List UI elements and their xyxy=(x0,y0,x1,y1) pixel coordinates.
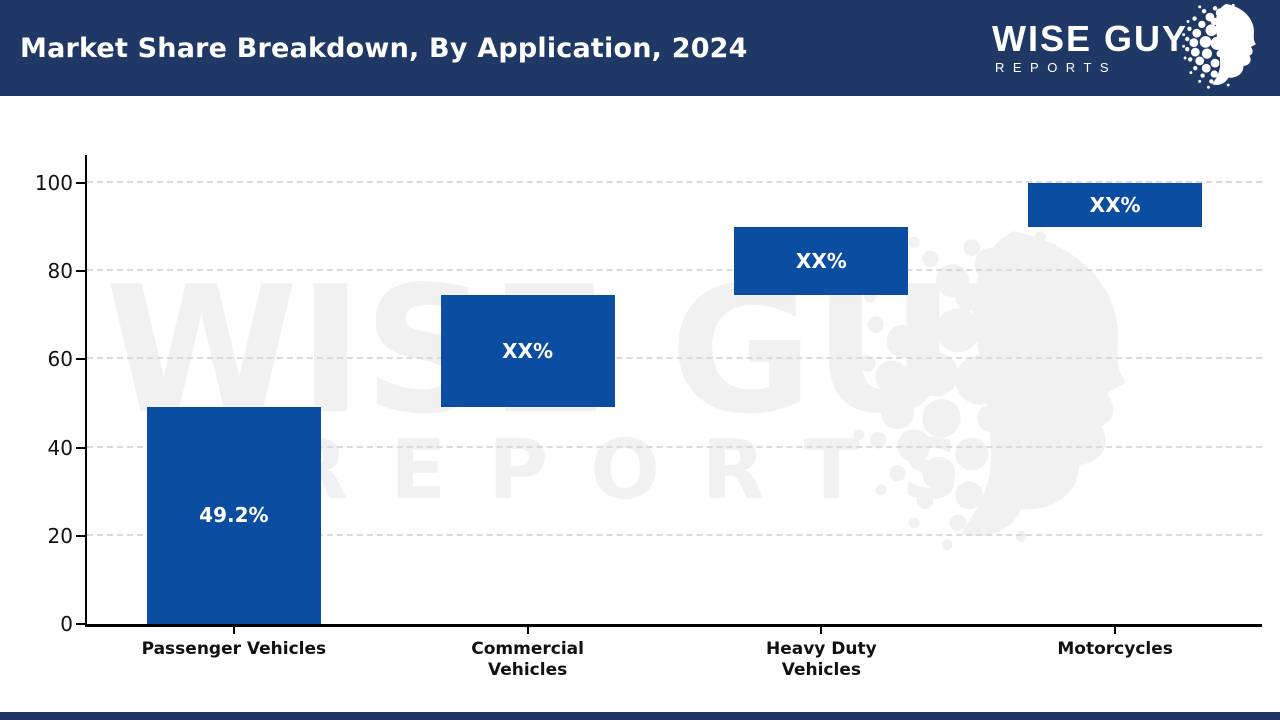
y-tick-label: 80 xyxy=(47,259,73,284)
gridline xyxy=(87,357,1262,360)
x-axis-tick xyxy=(1114,627,1117,634)
header-bar: Market Share Breakdown, By Application, … xyxy=(0,0,1280,96)
x-category-label: Commercial Vehicles xyxy=(471,639,584,681)
bar: 49.2% xyxy=(146,406,321,624)
watermark-text-2: REPORTS xyxy=(285,423,1003,518)
gridline xyxy=(87,269,1262,272)
y-tick-label: 0 xyxy=(60,612,73,636)
plot-area: 0 20 40 60 80 100 49.2% Passenger Vehicles XX% Co… xyxy=(35,155,1262,680)
x-category-label: Motorcycles xyxy=(1057,639,1173,659)
wiseguy-logo: WISE GUY REPORTS xyxy=(992,1,1270,96)
bar: XX% xyxy=(1028,182,1203,227)
wiseguy-logo-text: WISE GUY REPORTS xyxy=(991,18,1188,76)
x-category-label: Passenger Vehicles xyxy=(141,639,327,659)
y-tick-label: 100 xyxy=(34,170,73,195)
chart-area: WISE GUY REPORTS 0 20 40 60 80 100 49.2% Passen… xyxy=(0,96,1280,712)
y-axis-tick xyxy=(76,181,85,184)
y-axis-tick xyxy=(76,358,85,361)
dot-face-icon xyxy=(1182,3,1256,89)
y-axis-tick xyxy=(76,534,85,537)
bar: XX% xyxy=(440,294,615,407)
gridline xyxy=(87,533,1262,536)
x-axis-tick xyxy=(820,627,823,634)
bar-value-label: XX% xyxy=(1089,192,1141,217)
x-axis-tick xyxy=(232,627,235,634)
footer-bar xyxy=(0,712,1280,720)
logo-name: WISE GUY xyxy=(991,18,1188,59)
y-tick-label: 60 xyxy=(47,347,73,372)
gridline xyxy=(87,445,1262,448)
y-axis-tick xyxy=(76,446,85,449)
logo-subname: REPORTS xyxy=(994,60,1118,75)
bar-value-label: XX% xyxy=(795,248,847,273)
gridline xyxy=(87,180,1262,183)
y-axis-tick xyxy=(76,270,85,273)
y-axis-tick xyxy=(76,623,85,625)
bar: XX% xyxy=(734,227,909,295)
y-tick-label: 40 xyxy=(47,435,73,460)
bar-value-label: 49.2% xyxy=(199,503,269,528)
x-category-label: Heavy Duty Vehicles xyxy=(766,639,877,681)
x-axis-tick xyxy=(526,627,529,634)
page-title: Market Share Breakdown, By Application, … xyxy=(20,32,748,64)
y-tick-label: 20 xyxy=(47,523,73,548)
bar-value-label: XX% xyxy=(502,338,554,363)
